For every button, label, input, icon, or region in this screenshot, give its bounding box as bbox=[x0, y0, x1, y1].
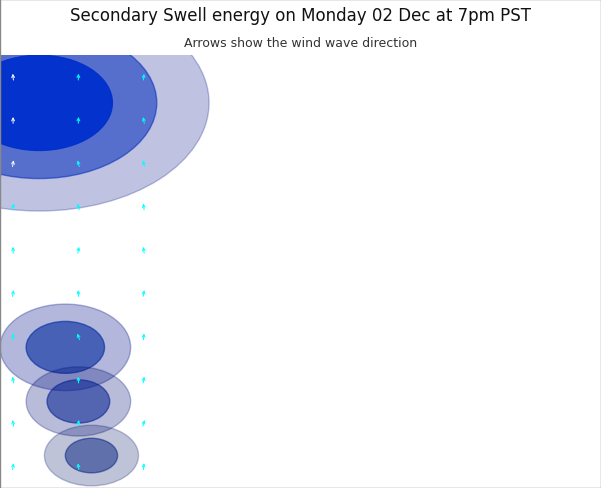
Ellipse shape bbox=[66, 438, 118, 473]
Text: Secondary Swell energy on Monday 02 Dec at 7pm PST: Secondary Swell energy on Monday 02 Dec … bbox=[70, 7, 531, 25]
Ellipse shape bbox=[26, 367, 130, 436]
Ellipse shape bbox=[0, 28, 157, 179]
Ellipse shape bbox=[26, 322, 105, 373]
Ellipse shape bbox=[0, 305, 130, 391]
Ellipse shape bbox=[0, 56, 112, 151]
Text: Arrows show the wind wave direction: Arrows show the wind wave direction bbox=[184, 37, 417, 50]
Ellipse shape bbox=[47, 380, 110, 423]
Ellipse shape bbox=[44, 426, 138, 486]
Ellipse shape bbox=[0, 0, 209, 212]
